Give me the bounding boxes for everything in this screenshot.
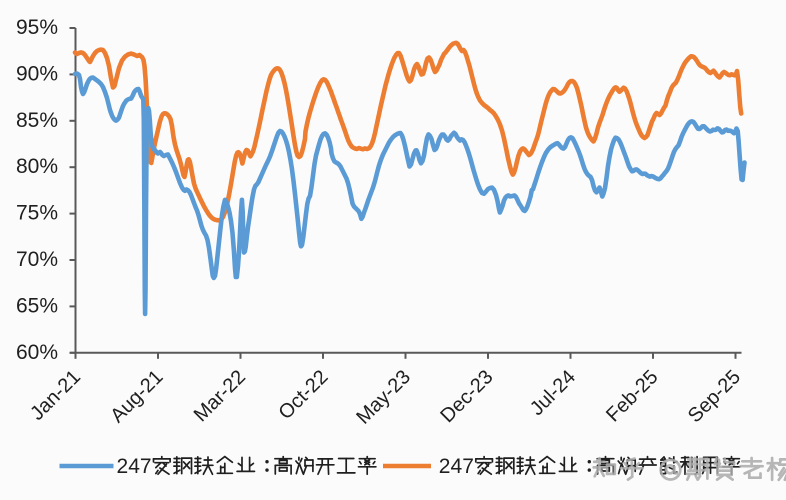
svg-text:7: 7 [462, 455, 474, 478]
svg-text:60%: 60% [16, 341, 58, 364]
svg-text:7: 7 [140, 455, 152, 478]
svg-text:70%: 70% [16, 248, 58, 271]
svg-text:4: 4 [128, 455, 140, 478]
svg-text:90%: 90% [16, 62, 58, 85]
svg-text:65%: 65% [16, 294, 58, 317]
svg-text:80%: 80% [16, 155, 58, 178]
svg-text:95%: 95% [16, 16, 58, 39]
svg-text:2: 2 [117, 455, 129, 478]
svg-text:75%: 75% [16, 202, 58, 225]
svg-text:85%: 85% [16, 109, 58, 132]
svg-text:2: 2 [439, 455, 451, 478]
svg-text:4: 4 [451, 455, 463, 478]
